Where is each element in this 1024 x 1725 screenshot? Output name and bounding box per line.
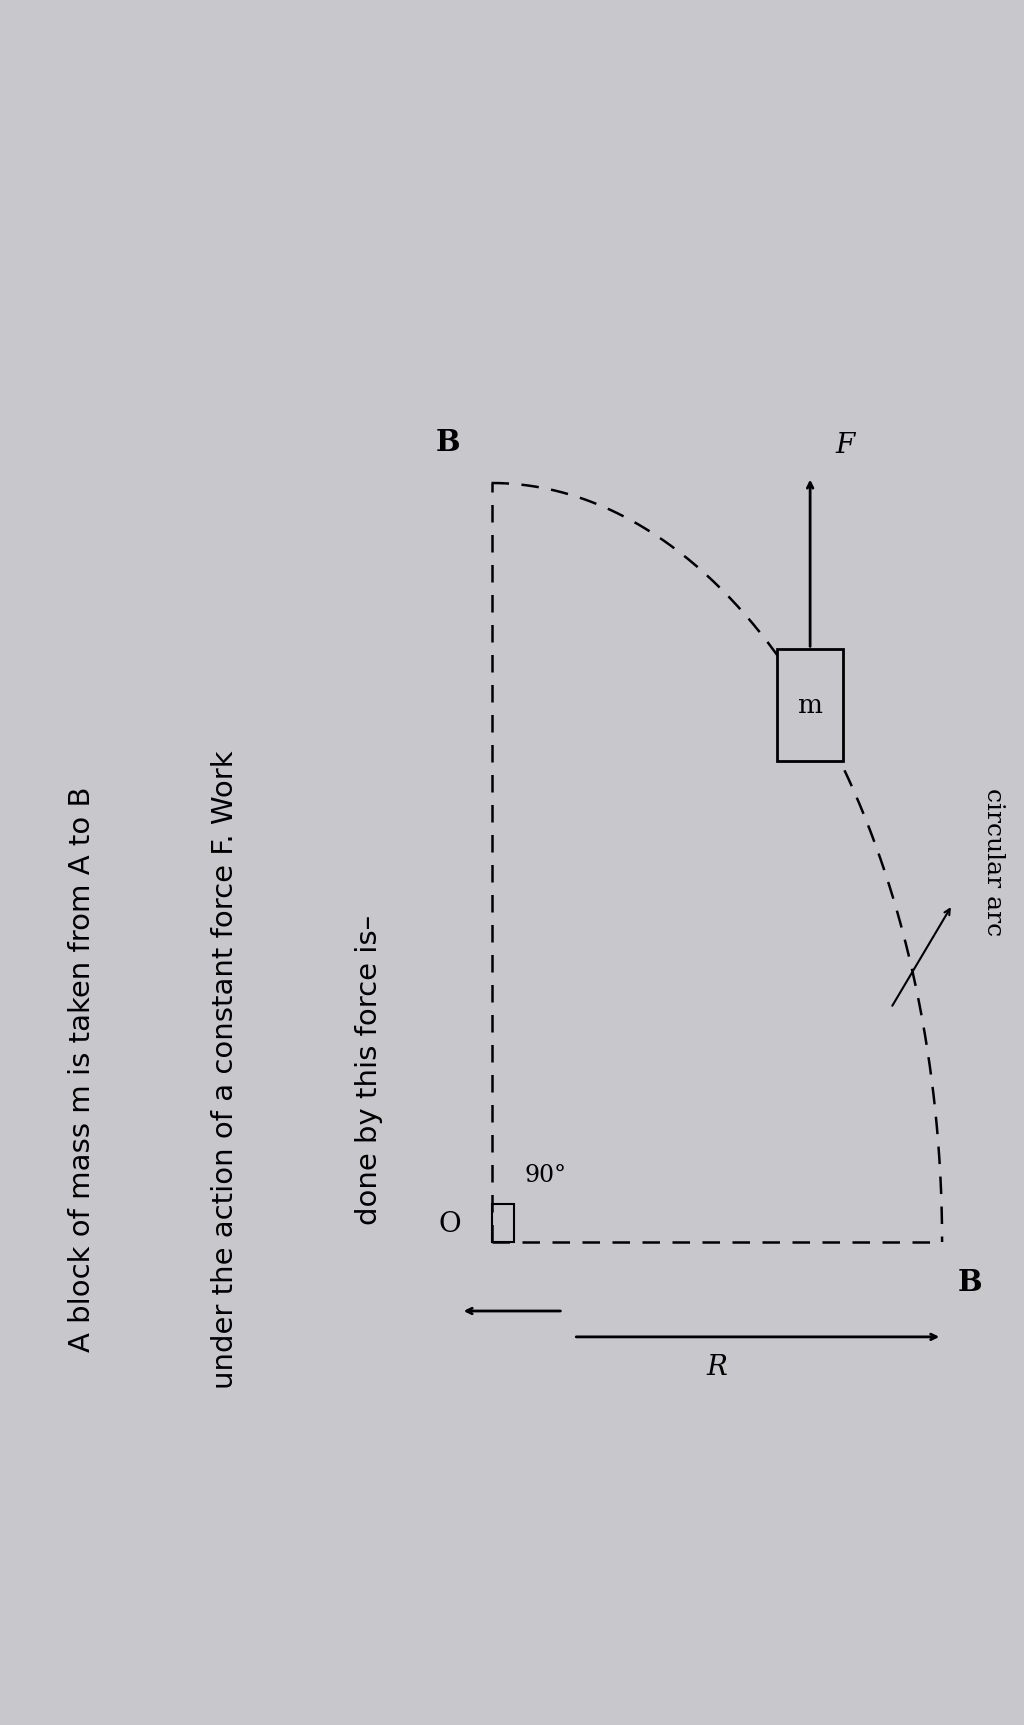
Text: 90°: 90° xyxy=(524,1164,566,1187)
Text: R: R xyxy=(707,1354,727,1382)
Text: circular arc: circular arc xyxy=(982,788,1005,937)
Text: B: B xyxy=(436,428,461,457)
Bar xyxy=(492,1204,514,1242)
Bar xyxy=(777,649,844,761)
Text: under the action of a constant force F. Work: under the action of a constant force F. … xyxy=(211,750,240,1389)
Text: done by this force is–: done by this force is– xyxy=(354,914,383,1225)
Text: B: B xyxy=(957,1268,982,1297)
Text: O: O xyxy=(438,1211,461,1239)
Text: m: m xyxy=(798,693,822,718)
Text: F: F xyxy=(836,433,855,459)
Text: A block of mass m is taken from A to B: A block of mass m is taken from A to B xyxy=(68,787,96,1352)
